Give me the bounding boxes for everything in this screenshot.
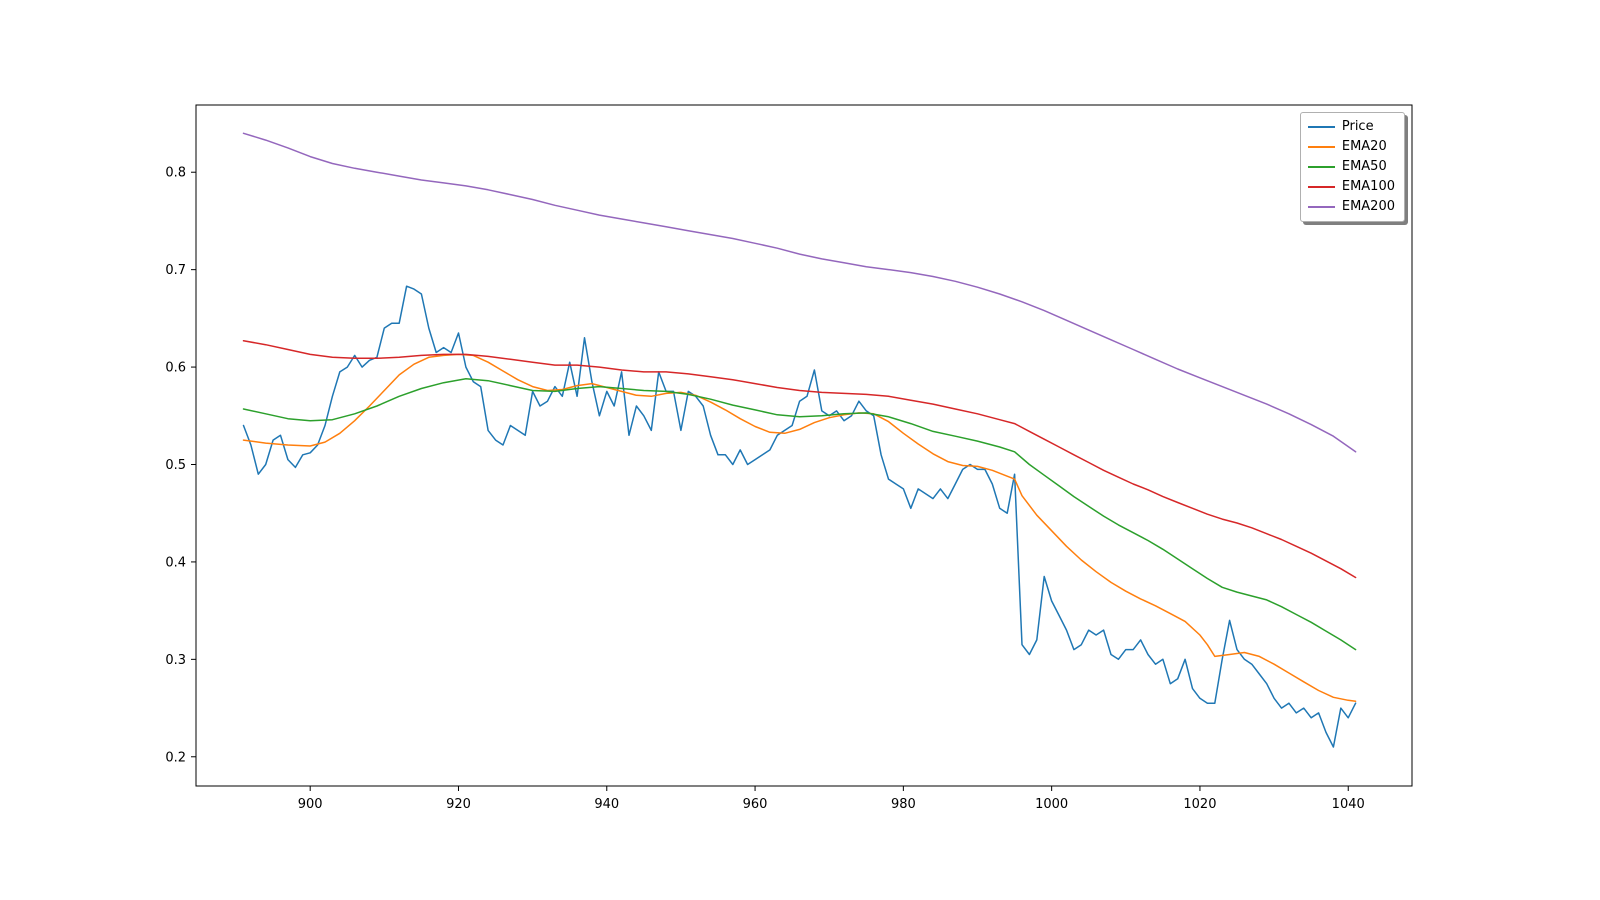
x-tick-label: 960 [743, 797, 768, 812]
y-tick-label: 0.5 [165, 458, 186, 473]
legend-label-ema200: EMA200 [1341, 199, 1395, 214]
x-tick-label: 1040 [1332, 797, 1365, 812]
legend-line-sample-ema200 [1307, 205, 1335, 208]
x-tick-label: 1020 [1183, 797, 1216, 812]
series-line-ema100 [242, 340, 1357, 579]
y-tick-label: 0.7 [165, 263, 186, 278]
series-line-ema20 [242, 353, 1357, 702]
x-tick-label: 980 [891, 797, 916, 812]
legend-label-ema50: EMA50 [1341, 159, 1387, 174]
y-tick-label: 0.6 [165, 361, 186, 376]
x-tick-label: 1000 [1035, 797, 1068, 812]
y-tick-label: 0.8 [165, 166, 186, 181]
y-tick-label: 0.4 [165, 555, 186, 570]
axes-frame [195, 104, 1413, 787]
x-tick-label: 920 [446, 797, 471, 812]
legend-line-sample-ema20 [1307, 145, 1335, 148]
legend-item-price: Price [1307, 118, 1395, 135]
x-tick-label: 900 [298, 797, 323, 812]
legend-label-price: Price [1341, 119, 1374, 134]
legend-item-ema20: EMA20 [1307, 138, 1395, 155]
legend-item-ema200: EMA200 [1307, 198, 1395, 215]
legend-item-ema100: EMA100 [1307, 178, 1395, 195]
x-tick-label: 940 [594, 797, 619, 812]
series-line-ema200 [242, 132, 1357, 453]
y-tick-label: 0.2 [165, 750, 186, 765]
series-line-ema50 [242, 378, 1357, 651]
legend-line-sample-ema100 [1307, 185, 1335, 188]
y-tick-label: 0.3 [165, 653, 186, 668]
legend-label-ema20: EMA20 [1341, 139, 1387, 154]
legend-label-ema100: EMA100 [1341, 179, 1395, 194]
series-line-price [242, 285, 1357, 748]
legend: Price EMA20 EMA50 EMA100 EMA200 [1299, 112, 1405, 222]
legend-line-sample-price [1307, 125, 1335, 128]
legend-line-sample-ema50 [1307, 165, 1335, 168]
legend-item-ema50: EMA50 [1307, 158, 1395, 175]
